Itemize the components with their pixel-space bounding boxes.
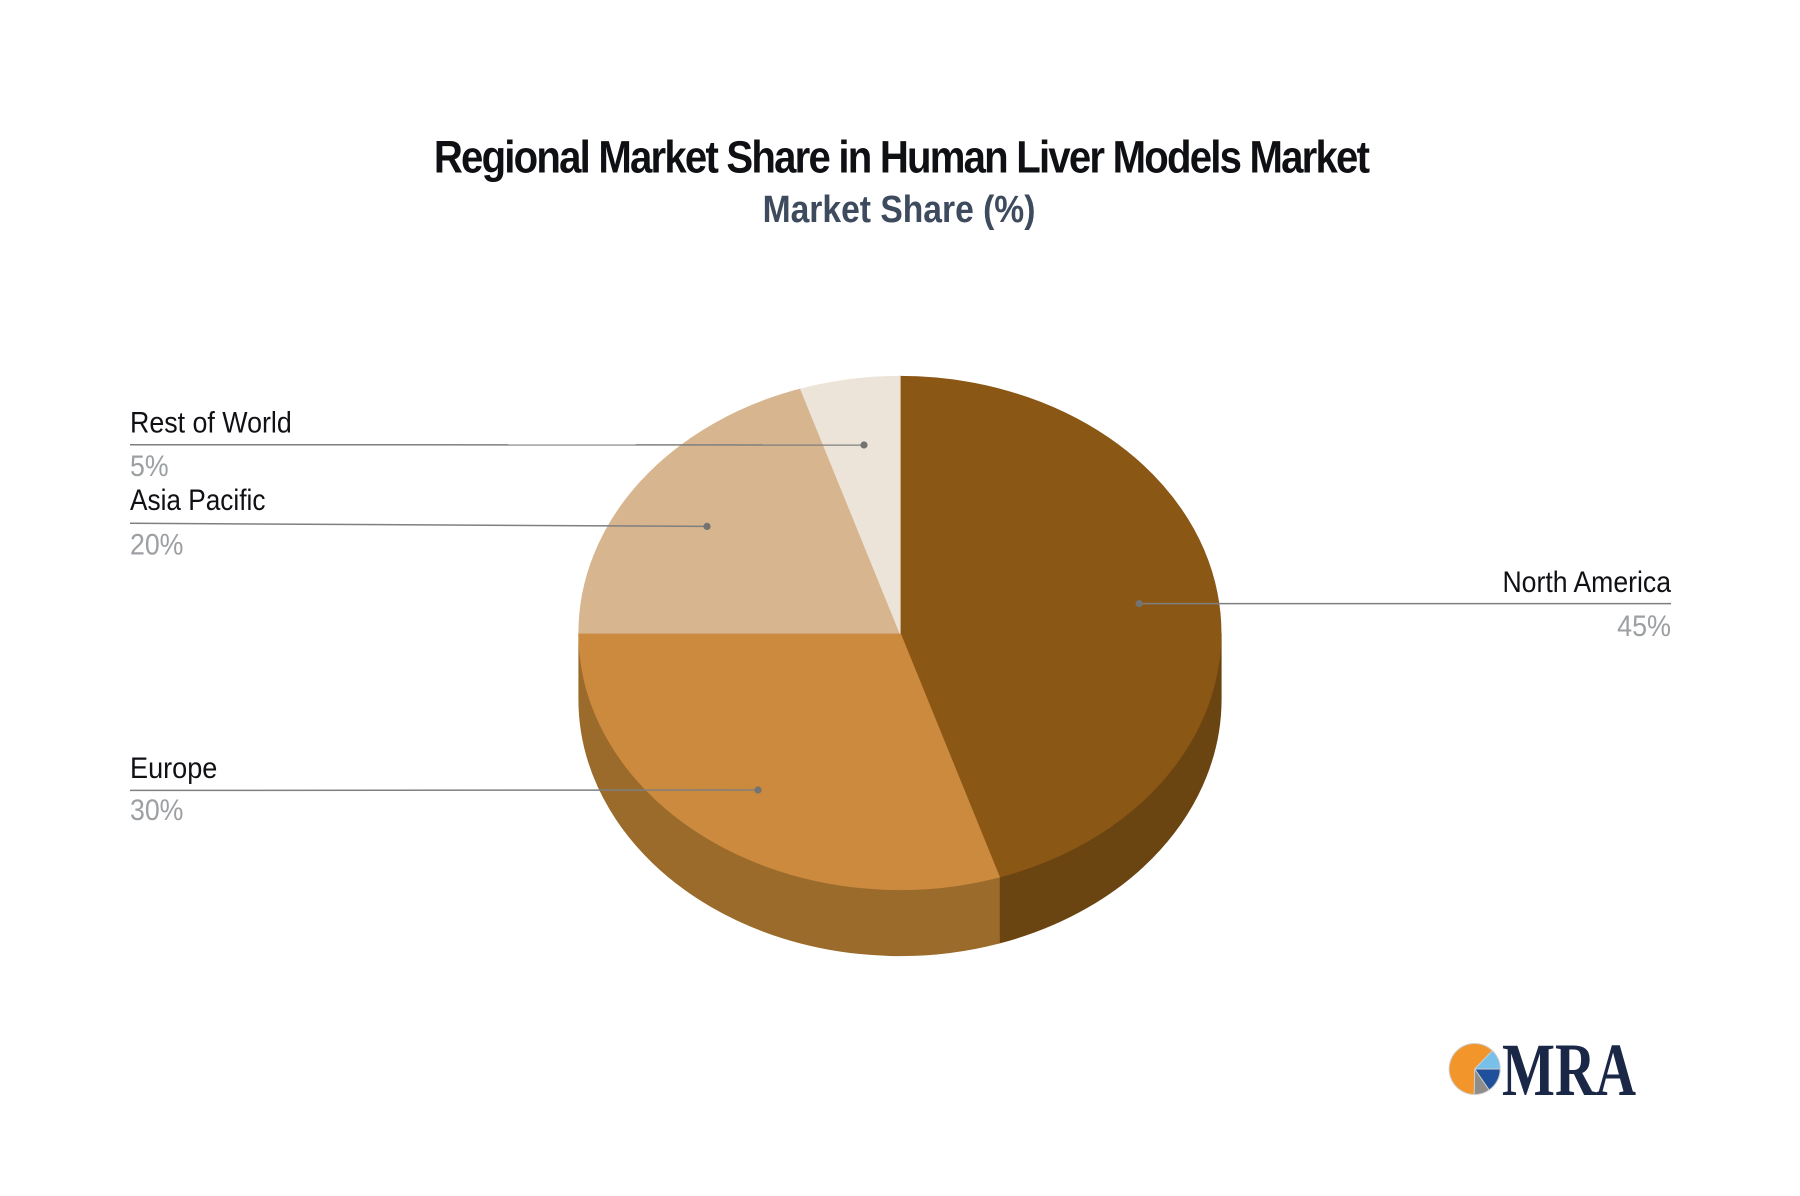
svg-text:North America: North America xyxy=(1502,566,1671,600)
svg-text:Asia Pacific: Asia Pacific xyxy=(130,482,265,516)
svg-text:Regional Market Share in Human: Regional Market Share in Human Liver Mod… xyxy=(434,132,1370,183)
svg-text:MRA: MRA xyxy=(1502,1029,1636,1112)
svg-text:Europe: Europe xyxy=(130,752,217,786)
svg-text:30%: 30% xyxy=(130,794,183,828)
svg-text:Market Share (%): Market Share (%) xyxy=(763,188,1036,230)
svg-text:5%: 5% xyxy=(130,450,169,484)
svg-text:20%: 20% xyxy=(130,528,183,562)
svg-text:45%: 45% xyxy=(1617,610,1671,644)
svg-text:Rest of World: Rest of World xyxy=(130,406,292,440)
